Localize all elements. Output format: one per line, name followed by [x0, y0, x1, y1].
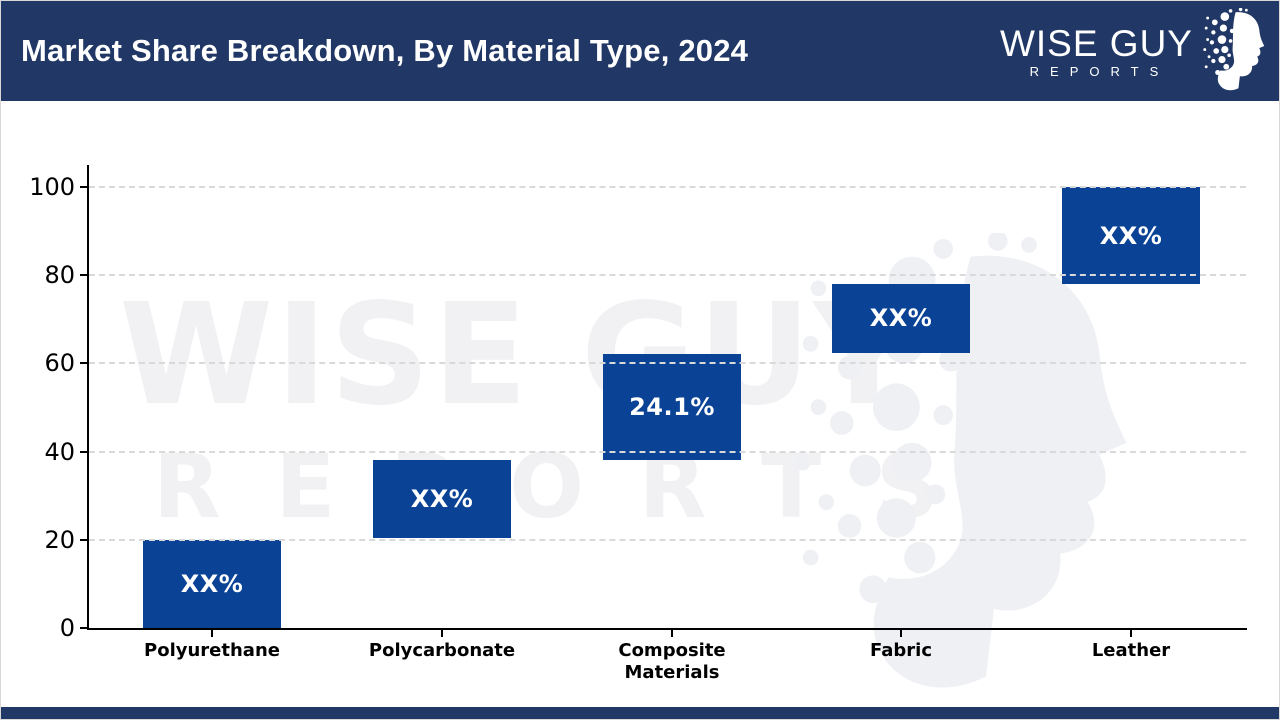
- y-axis-line: [87, 165, 89, 630]
- x-tick-polyurethane: [211, 630, 213, 637]
- y-axis-label-20: 20: [44, 525, 75, 554]
- page-title: Market Share Breakdown, By Material Type…: [21, 33, 749, 68]
- footer-bar: [1, 707, 1279, 719]
- bar-value-label-polyurethane: XX%: [180, 569, 244, 598]
- gridline-20: [89, 538, 1246, 541]
- gridline-100: [89, 186, 1246, 188]
- bar-leather: XX%: [1062, 187, 1200, 285]
- x-tick-composite-materials: [671, 630, 673, 637]
- bar-value-label-fabric: XX%: [869, 304, 933, 333]
- bar-polyurethane: XX%: [143, 539, 281, 628]
- x-axis-label-leather: Leather: [1091, 640, 1171, 661]
- logo-wordmark: WISE GUY: [999, 22, 1193, 64]
- logo-subtext: REPORTS: [1029, 63, 1170, 79]
- x-axis-line: [87, 628, 1247, 630]
- gridline-80: [89, 274, 1246, 277]
- x-axis-label-composite-materials: Composite Materials: [618, 640, 726, 683]
- bar-value-label-leather: XX%: [1099, 221, 1163, 250]
- gridline-40: [89, 450, 1246, 453]
- brand-logo: WISE GUY REPORTS: [1000, 8, 1269, 94]
- x-tick-fabric: [900, 630, 902, 637]
- bar-polycarbonate: XX%: [373, 460, 511, 538]
- bar-composite-materials: 24.1%: [603, 354, 741, 461]
- watermark-wordmark: WISE GUY: [119, 274, 917, 437]
- y-tick-80: [80, 274, 88, 277]
- y-axis-label-40: 40: [44, 437, 75, 466]
- y-tick-0: [80, 627, 88, 629]
- y-tick-20: [80, 538, 88, 541]
- y-tick-60: [80, 362, 88, 365]
- header-bar: Market Share Breakdown, By Material Type…: [1, 1, 1279, 101]
- y-tick-100: [80, 186, 88, 188]
- brand-logo-text: WISE GUY REPORTS: [1000, 25, 1193, 78]
- x-axis-label-fabric: Fabric: [870, 640, 932, 661]
- x-tick-polycarbonate: [441, 630, 443, 637]
- gridline-60: [89, 362, 1246, 365]
- bar-value-label-polycarbonate: XX%: [410, 484, 474, 513]
- y-axis-label-0: 0: [59, 614, 75, 642]
- bar-fabric: XX%: [832, 284, 970, 353]
- y-axis-label-80: 80: [44, 261, 75, 290]
- y-axis-label-100: 100: [29, 173, 75, 201]
- x-tick-leather: [1130, 630, 1132, 637]
- bar-value-label-composite-materials: 24.1%: [629, 393, 715, 422]
- y-tick-40: [80, 450, 88, 453]
- logo-head-icon: [1203, 8, 1265, 91]
- y-axis-label-60: 60: [44, 349, 75, 378]
- x-axis-label-polyurethane: Polyurethane: [144, 640, 280, 661]
- x-axis-label-polycarbonate: Polycarbonate: [368, 640, 516, 661]
